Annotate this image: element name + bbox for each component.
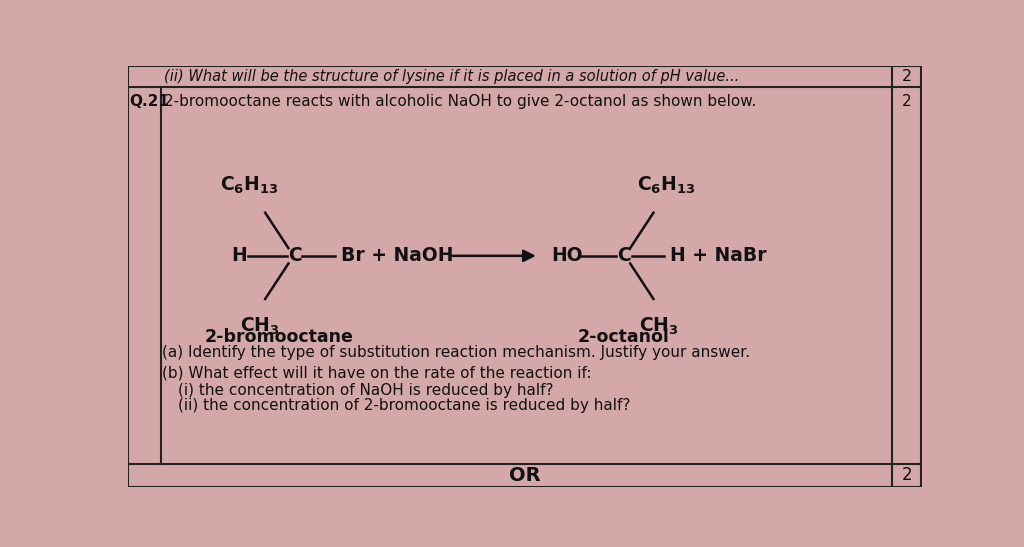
Text: (ii) the concentration of 2-bromooctane is reduced by half?: (ii) the concentration of 2-bromooctane … [177, 398, 630, 414]
Text: HO: HO [551, 246, 583, 265]
Text: $\mathbf{CH_3}$: $\mathbf{CH_3}$ [240, 316, 280, 337]
Text: H: H [231, 246, 247, 265]
Text: $\mathbf{C_6H_{13}}$: $\mathbf{C_6H_{13}}$ [637, 174, 696, 196]
Text: (i) the concentration of NaOH is reduced by half?: (i) the concentration of NaOH is reduced… [177, 383, 553, 398]
Text: H + NaBr: H + NaBr [671, 246, 767, 265]
Text: $\mathbf{CH_3}$: $\mathbf{CH_3}$ [639, 316, 679, 337]
Text: 2: 2 [902, 94, 911, 108]
Text: 2: 2 [902, 69, 912, 84]
Text: (b) What effect will it have on the rate of the reaction if:: (b) What effect will it have on the rate… [162, 365, 592, 380]
Text: 2: 2 [901, 466, 912, 484]
Text: 2-bromooctane reacts with alcoholic NaOH to give 2-octanol as shown below.: 2-bromooctane reacts with alcoholic NaOH… [165, 94, 757, 108]
Text: C: C [288, 246, 301, 265]
Text: (a) Identify the type of substitution reaction mechanism. Justify your answer.: (a) Identify the type of substitution re… [162, 345, 751, 359]
Text: (ii) What will be the structure of lysine if it is placed in a solution of pH va: (ii) What will be the structure of lysin… [165, 69, 739, 84]
Text: 2-octanol: 2-octanol [579, 328, 670, 346]
Text: Q.21: Q.21 [130, 94, 169, 108]
Text: $\mathbf{C_6H_{13}}$: $\mathbf{C_6H_{13}}$ [220, 174, 279, 196]
Text: Br + NaOH: Br + NaOH [341, 246, 454, 265]
Text: OR: OR [509, 466, 541, 485]
Text: 2-bromooctane: 2-bromooctane [205, 328, 353, 346]
Text: C: C [617, 246, 631, 265]
